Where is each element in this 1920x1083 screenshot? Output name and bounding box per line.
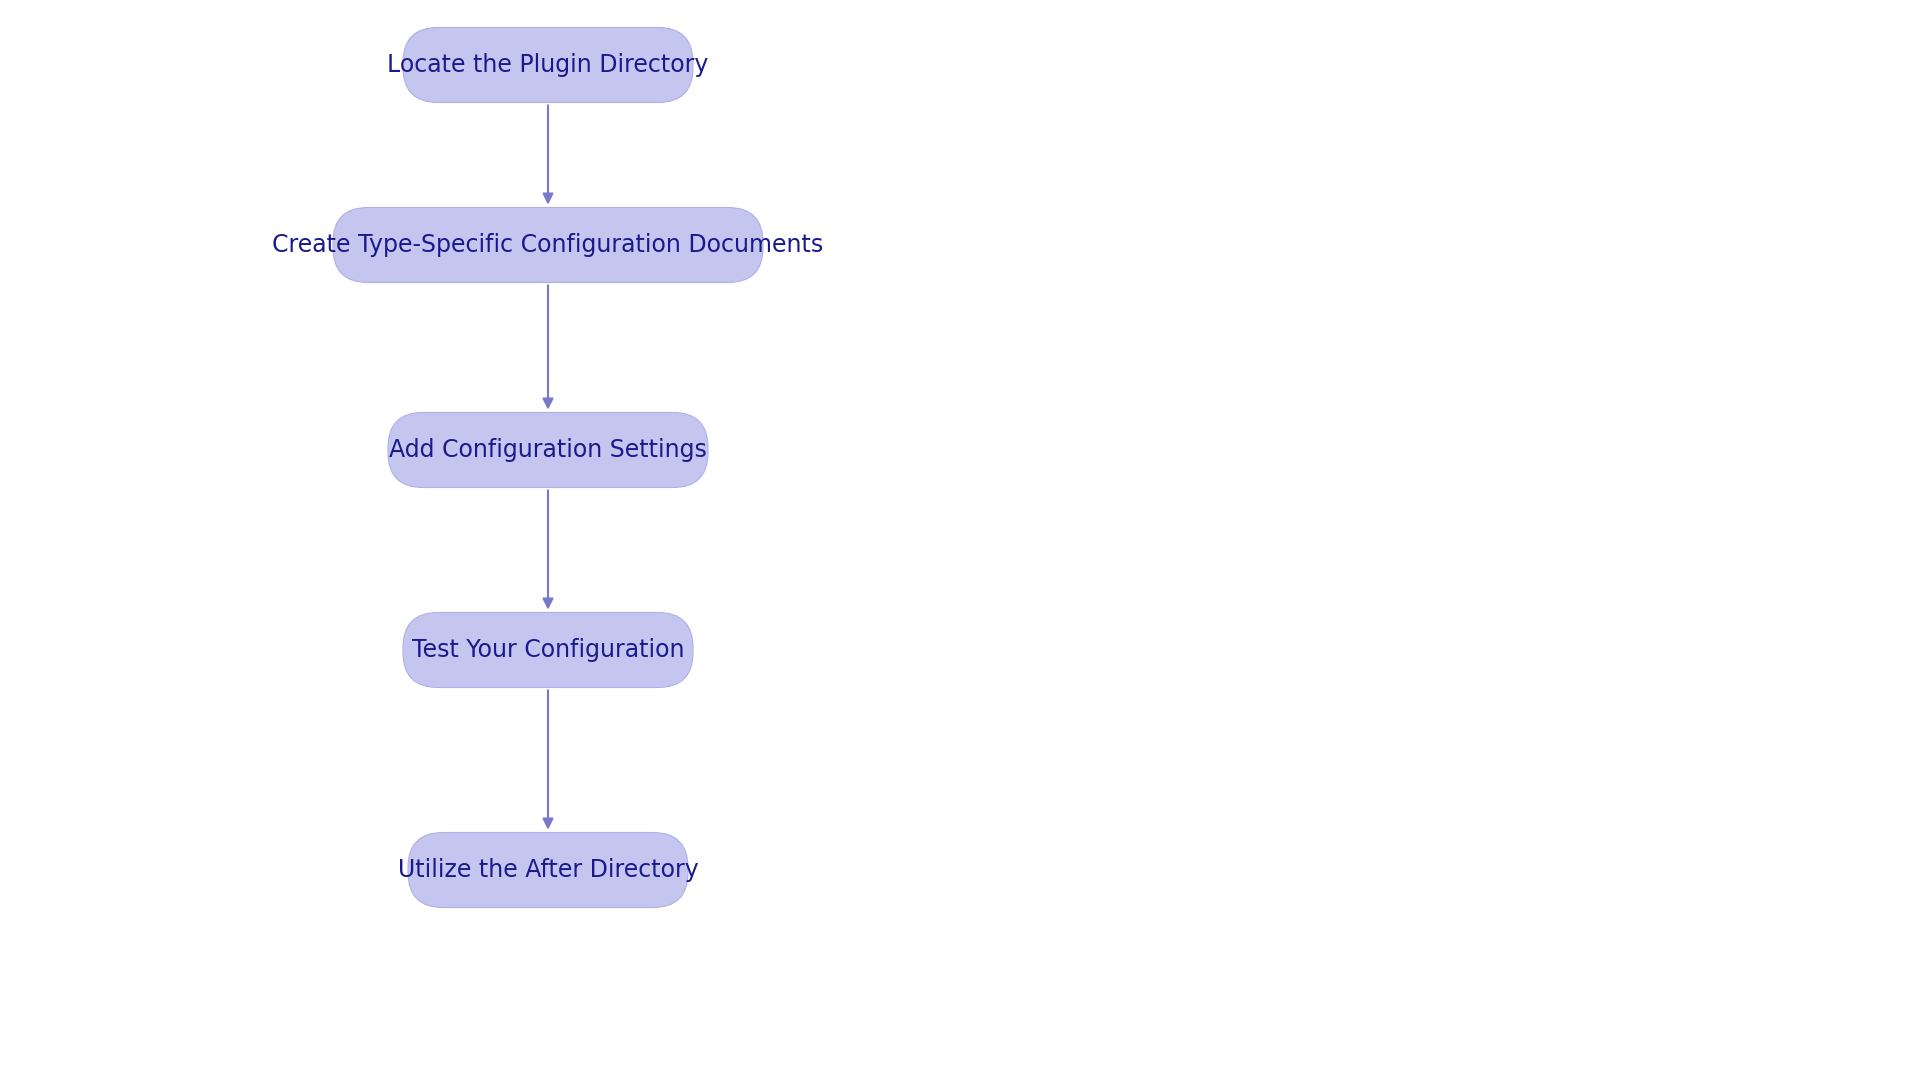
FancyBboxPatch shape (388, 413, 708, 487)
FancyBboxPatch shape (407, 833, 687, 908)
Text: Test Your Configuration: Test Your Configuration (411, 638, 684, 662)
Text: Create Type-Specific Configuration Documents: Create Type-Specific Configuration Docum… (273, 233, 824, 257)
FancyBboxPatch shape (403, 27, 693, 103)
Text: Add Configuration Settings: Add Configuration Settings (390, 438, 707, 462)
FancyBboxPatch shape (332, 208, 762, 283)
Text: Locate the Plugin Directory: Locate the Plugin Directory (388, 53, 708, 77)
FancyBboxPatch shape (403, 613, 693, 688)
Text: Utilize the After Directory: Utilize the After Directory (397, 858, 699, 882)
